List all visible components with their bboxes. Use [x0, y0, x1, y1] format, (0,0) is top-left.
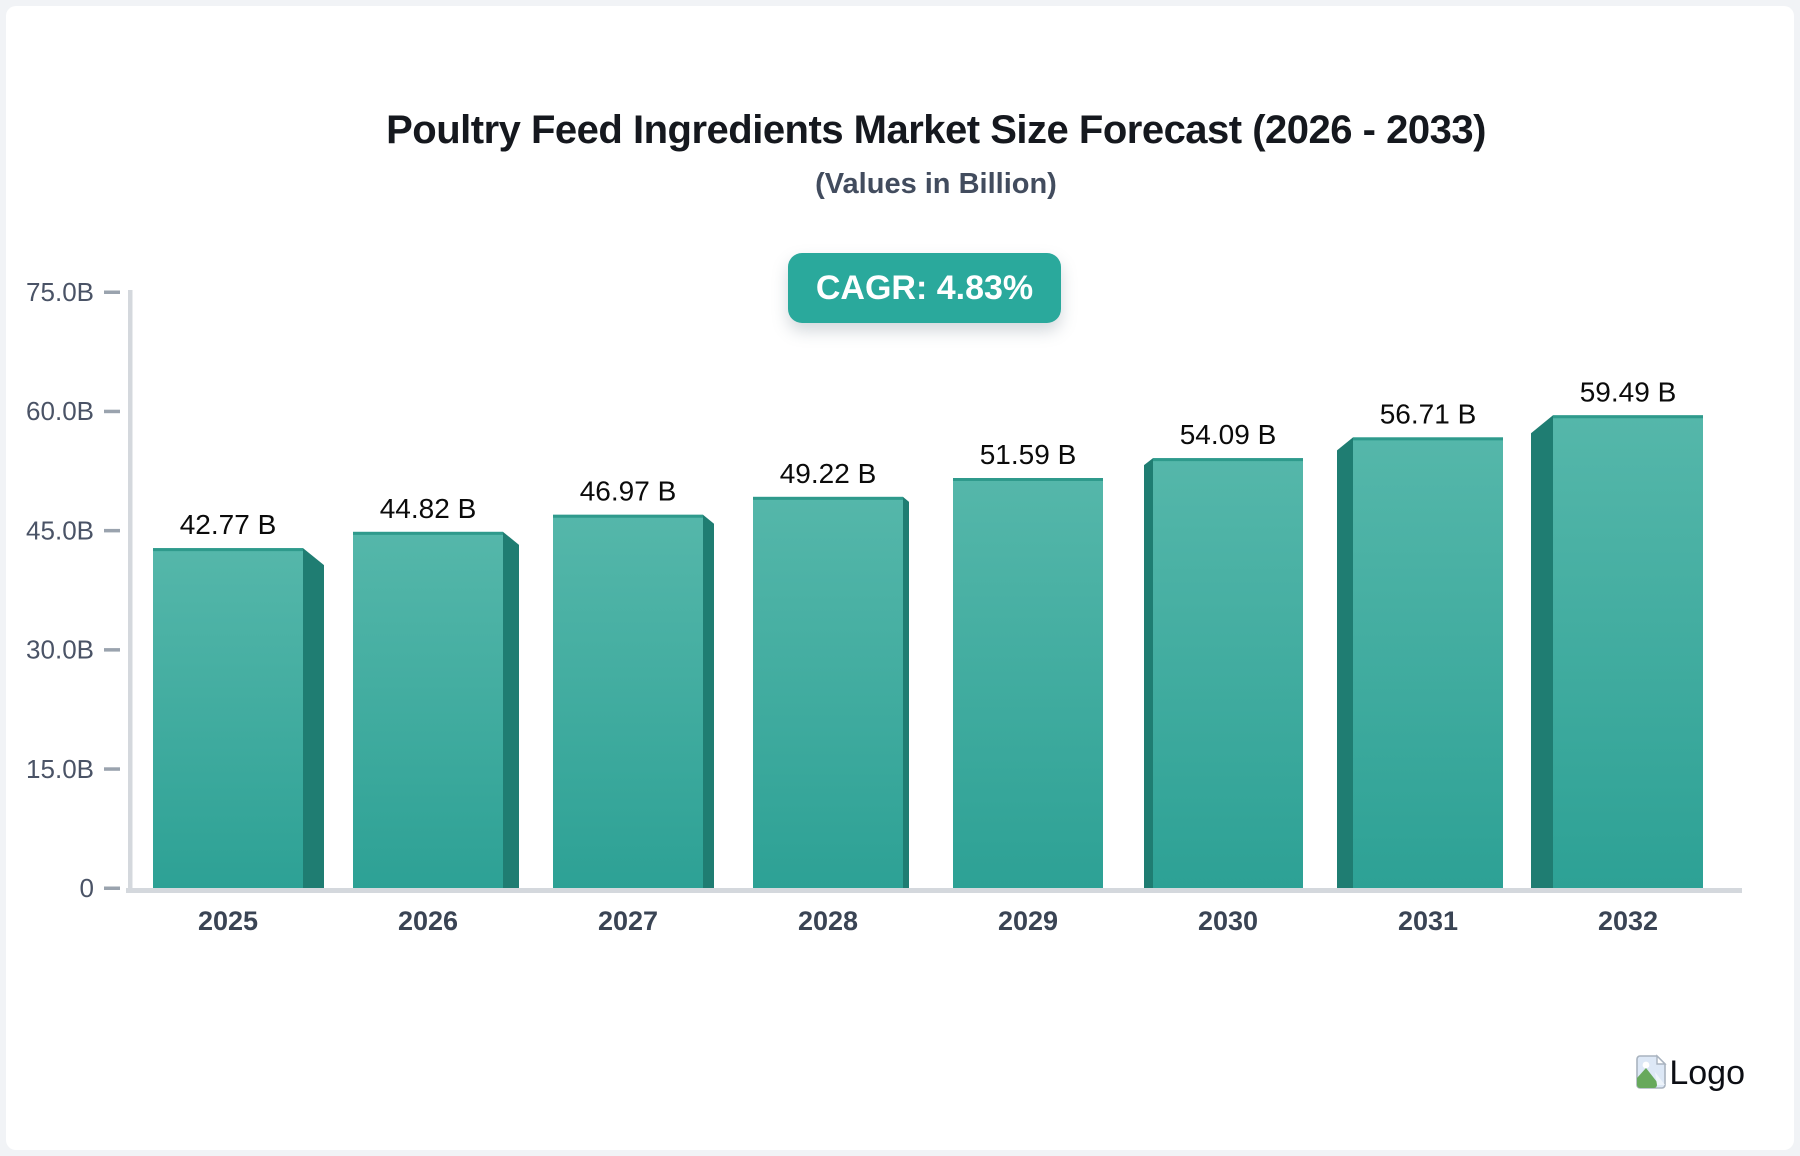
bar-front-face	[1553, 415, 1703, 888]
x-axis-label: 2025	[198, 906, 258, 936]
chart-title: Poultry Feed Ingredients Market Size For…	[386, 108, 1486, 152]
bar-front-face	[353, 531, 503, 888]
y-tick-label: 0	[80, 873, 94, 903]
bar-2025: 42.77 B 2025	[153, 509, 324, 936]
cagr-badge: CAGR: 4.83%	[788, 253, 1061, 323]
y-axis-line	[128, 290, 133, 893]
bar-front-face	[1153, 458, 1303, 888]
bar-side-face	[903, 496, 909, 888]
y-tick-label: 15.0B	[26, 754, 94, 784]
bar-value-label: 59.49 B	[1580, 376, 1677, 407]
bar-2027: 46.97 B 2027	[553, 476, 714, 936]
y-tick-mark	[104, 886, 120, 890]
bar-2029: 51.59 B 2029	[953, 439, 1103, 936]
bar-side-face	[1337, 437, 1353, 888]
y-tick-label: 45.0B	[26, 515, 94, 545]
bar-front-face	[553, 514, 703, 888]
broken-image-icon	[1636, 1054, 1668, 1089]
bar-side-face	[703, 514, 714, 888]
x-axis-label: 2030	[1198, 906, 1258, 936]
y-tick-label: 75.0B	[26, 277, 94, 307]
y-tick-mark	[104, 767, 120, 771]
x-axis-label: 2026	[398, 906, 458, 936]
bar-front-face	[1353, 437, 1503, 888]
bar-side-face	[303, 548, 324, 888]
bar-value-label: 42.77 B	[180, 509, 277, 540]
x-axis-line	[126, 888, 1742, 893]
bar-value-label: 51.59 B	[980, 439, 1077, 470]
x-axis-label: 2029	[998, 906, 1058, 936]
y-tick-label: 30.0B	[26, 635, 94, 665]
bar-front-face	[153, 548, 303, 888]
logo: Logo	[1634, 1054, 1745, 1090]
y-tick-mark	[104, 648, 120, 652]
bar-front-face	[753, 496, 903, 888]
y-tick-mark	[104, 409, 120, 414]
bar-value-label: 49.22 B	[780, 458, 877, 489]
bar-2030: 54.09 B 2030	[1144, 419, 1303, 936]
bar-2031: 56.71 B 2031	[1337, 398, 1503, 936]
bar-side-face	[1531, 415, 1553, 888]
bar-2028: 49.22 B 2028	[753, 458, 909, 936]
x-axis-label: 2031	[1398, 906, 1458, 936]
bar-front-face	[953, 478, 1103, 888]
bar-2032: 59.49 B 2032	[1531, 376, 1703, 936]
y-tick-label: 60.0B	[26, 396, 94, 426]
bar-value-label: 56.71 B	[1380, 398, 1477, 429]
x-axis-label: 2032	[1598, 906, 1658, 936]
bar-value-label: 44.82 B	[380, 493, 477, 524]
bar-side-face	[1144, 458, 1153, 888]
bar-2026: 44.82 B 2026	[353, 493, 519, 936]
bar-side-face	[503, 531, 519, 888]
y-tick-mark	[104, 290, 120, 294]
bar-value-label: 46.97 B	[580, 476, 677, 507]
bar-value-label: 54.09 B	[1180, 419, 1277, 450]
y-tick-mark	[104, 528, 120, 533]
chart-subtitle: (Values in Billion)	[815, 168, 1057, 200]
x-axis-label: 2028	[798, 906, 858, 936]
logo-text: Logo	[1669, 1054, 1745, 1092]
x-axis-label: 2027	[598, 906, 658, 936]
